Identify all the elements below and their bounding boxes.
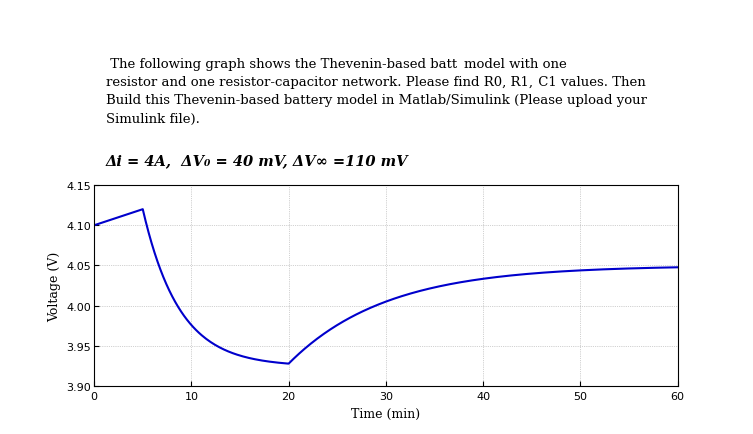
Text: The following graph shows the Thevenin-based batt  model with one
resistor and o: The following graph shows the Thevenin-b… — [105, 58, 647, 125]
Y-axis label: Voltage (V): Voltage (V) — [48, 251, 61, 321]
Text: Δi = 4A,  ΔV₀ = 40 mV, ΔV∞ =110 mV: Δi = 4A, ΔV₀ = 40 mV, ΔV∞ =110 mV — [105, 154, 408, 168]
X-axis label: Time (min): Time (min) — [352, 407, 420, 420]
